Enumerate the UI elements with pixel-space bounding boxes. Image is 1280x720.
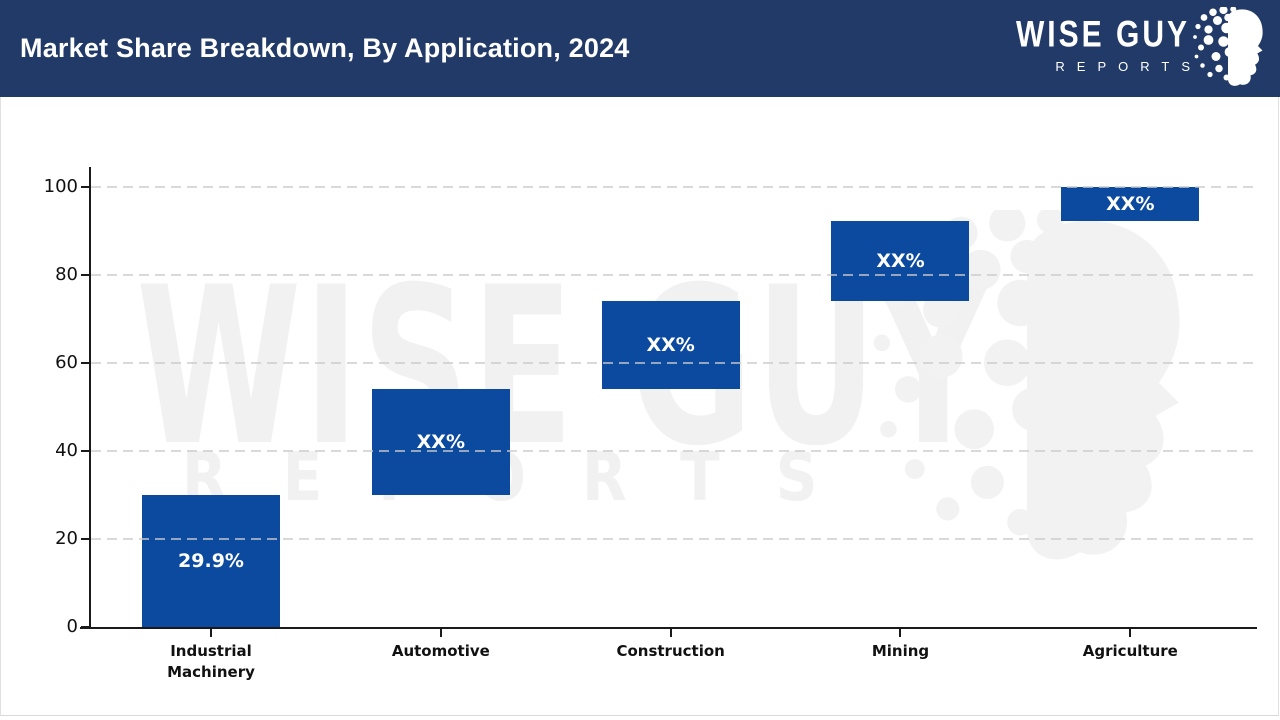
bar [831, 220, 970, 302]
x-axis-tick [1129, 629, 1132, 637]
bar-value-label: XX% [646, 334, 695, 357]
bar [142, 495, 280, 627]
y-axis-tick [81, 450, 89, 452]
logo-text: WISE GUY REPORTS [1016, 16, 1190, 74]
x-tick-label: Agriculture [1082, 642, 1178, 660]
y-axis-tick [81, 362, 89, 364]
y-axis-tick [81, 274, 89, 276]
chart-title: Market Share Breakdown, By Application, … [20, 33, 630, 63]
bar-value-label: 29.9% [178, 550, 244, 573]
x-axis-line [80, 627, 1257, 629]
logo-wordmark: WISE GUY [1015, 14, 1190, 56]
logo: WISE GUY REPORTS [1016, 6, 1268, 92]
bar [601, 301, 740, 390]
y-tick-label: 20 [55, 528, 78, 549]
x-tick-label: Automotive [391, 642, 490, 660]
bar-value-label: XX% [1106, 192, 1155, 215]
x-tick-label: Mining [871, 642, 930, 660]
watermark-face-icon [873, 210, 1180, 560]
y-tick-label: 0 [66, 616, 78, 637]
y-tick-label: 100 [43, 176, 78, 197]
gridline [91, 186, 1253, 188]
gridline [91, 362, 1253, 364]
logo-subtitle: REPORTS [1055, 59, 1202, 74]
y-tick-label: 80 [55, 264, 78, 285]
x-tick-label: Industrial Machinery [167, 642, 255, 681]
gridline [91, 274, 1253, 276]
bar [371, 389, 510, 496]
header-bar: Market Share Breakdown, By Application, … [0, 0, 1280, 97]
logo-face-icon [1193, 7, 1263, 86]
bar [1061, 187, 1200, 221]
y-axis-tick [81, 186, 89, 188]
x-axis-tick [899, 629, 902, 637]
x-axis-tick [669, 629, 672, 637]
y-axis-tick [81, 626, 89, 628]
gridline [91, 538, 1253, 540]
bar-value-label: XX% [876, 250, 925, 273]
x-axis-tick [210, 629, 212, 637]
x-tick-label: Construction [616, 642, 725, 660]
x-axis-tick [439, 629, 442, 637]
bar-value-label: XX% [416, 431, 465, 454]
y-tick-label: 40 [55, 440, 78, 461]
y-axis-line [89, 167, 91, 629]
y-tick-label: 60 [55, 352, 78, 373]
y-axis-tick [81, 538, 89, 540]
gridline [91, 450, 1253, 452]
